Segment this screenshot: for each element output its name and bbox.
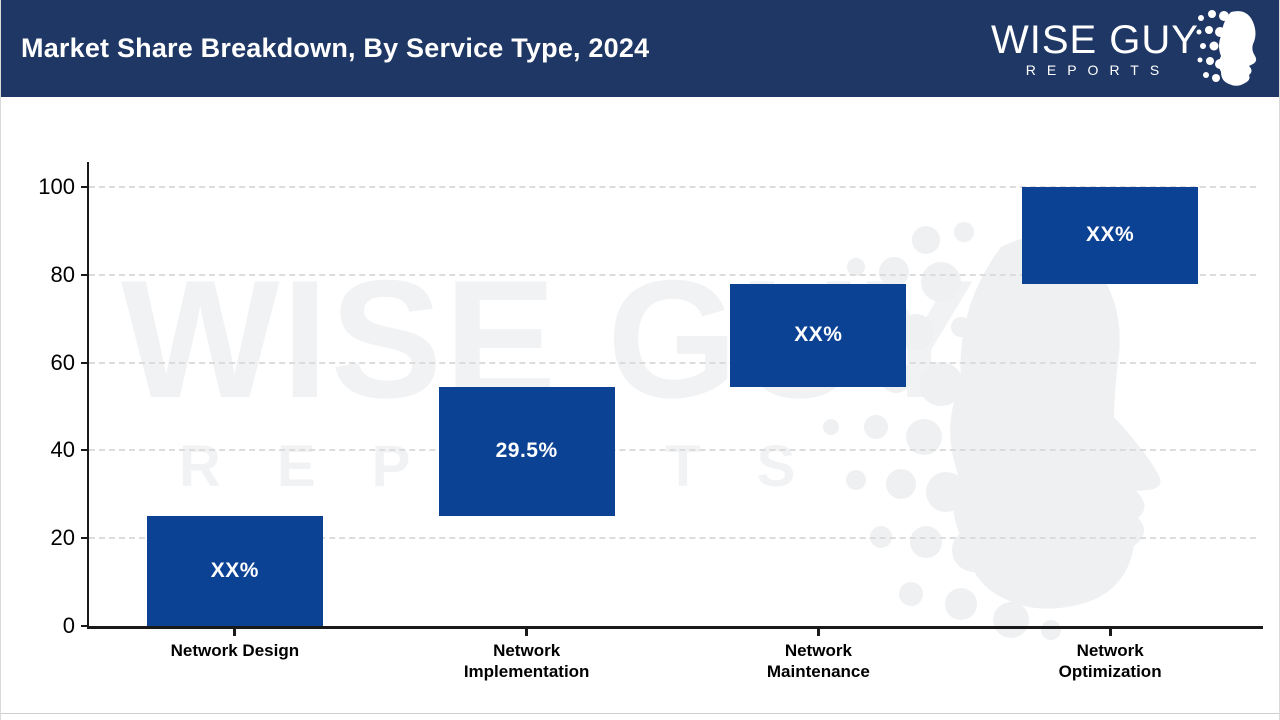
y-gridline: [89, 449, 1256, 452]
x-category-label: Network Implementation: [463, 641, 590, 682]
header-bar: Market Share Breakdown, By Service Type,…: [1, 0, 1279, 97]
x-tick-mark: [1108, 628, 1112, 636]
bar: XX%: [146, 516, 323, 626]
page-title: Market Share Breakdown, By Service Type,…: [21, 33, 650, 63]
y-tick-label: 80: [50, 261, 75, 287]
y-tick-mark: [81, 273, 89, 276]
bar: XX%: [1022, 187, 1199, 284]
bar-value-label: XX%: [794, 323, 843, 347]
bar: XX%: [730, 283, 907, 387]
y-axis-line: [87, 162, 89, 629]
y-gridline: [89, 361, 1256, 364]
y-tick-label: 0: [62, 613, 75, 638]
x-tick-mark: [816, 628, 820, 636]
y-tick-label: 100: [38, 174, 75, 199]
bar-value-label: XX%: [1086, 223, 1135, 247]
logo-face-icon: [1196, 10, 1257, 86]
y-tick-label: 20: [50, 525, 75, 551]
x-tick-mark: [525, 628, 529, 636]
y-tick-mark: [81, 625, 89, 627]
y-gridline: [89, 186, 1256, 188]
x-category-label: Network Optimization: [1058, 641, 1162, 682]
logo-reports-text: REPORTS: [1025, 61, 1171, 78]
x-category-label: Network Maintenance: [766, 641, 870, 682]
x-tick-mark: [233, 628, 237, 636]
y-tick-label: 40: [50, 437, 75, 463]
y-tick-mark: [81, 537, 89, 540]
y-tick-mark: [81, 186, 89, 188]
y-gridline: [89, 273, 1256, 276]
logo-wiseguy-text: WISE GUY: [990, 17, 1199, 62]
x-category-label: Network Design: [170, 641, 300, 660]
bottom-border-line: [1, 713, 1279, 714]
y-gridline: [89, 537, 1256, 540]
y-tick-mark: [81, 449, 89, 452]
y-tick-label: 60: [50, 349, 75, 375]
bar-value-label: XX%: [210, 559, 259, 583]
y-tick-mark: [81, 361, 89, 364]
x-axis-line: [87, 626, 1263, 629]
wise-guy-logo: WISE GUY REPORTS: [991, 6, 1265, 90]
bar: 29.5%: [438, 386, 615, 517]
bar-value-label: 29.5%: [495, 439, 558, 463]
logo-text: WISE GUY REPORTS: [991, 19, 1199, 78]
